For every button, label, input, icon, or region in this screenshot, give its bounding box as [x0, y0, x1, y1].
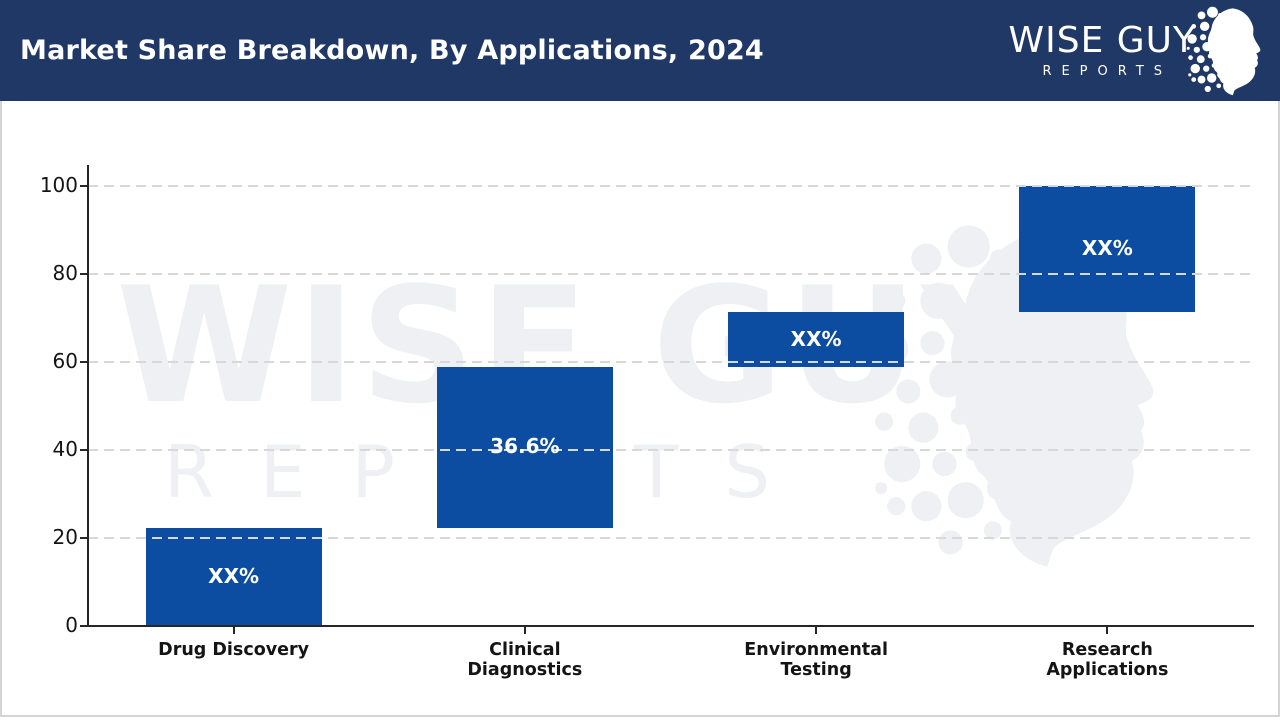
x-tick-3 [1106, 627, 1109, 634]
gridline-40 [88, 449, 1253, 451]
wiseguy-logo-text: WISE GUY REPORTS [1008, 19, 1197, 79]
y-tick-80 [80, 273, 87, 275]
y-axis-line [87, 165, 89, 627]
bar-value-label-2: XX% [790, 326, 842, 351]
x-tick-1 [523, 627, 526, 634]
gridline-80 [88, 273, 1253, 275]
gridline-100 [88, 185, 1253, 187]
report-header: Market Share Breakdown, By Applications,… [0, 0, 1280, 101]
wiseguy-logo: WISE GUY REPORTS [1009, 6, 1269, 96]
chart-frame [0, 101, 1280, 717]
bar-value-label-3: XX% [1081, 236, 1133, 261]
bar-value-label-0: XX% [208, 563, 260, 588]
logo-subtext: REPORTS [1042, 63, 1173, 79]
bar-3 [1019, 186, 1196, 313]
y-tick-label-40: 40 [52, 437, 78, 461]
x-category-label-3: Research Applications [1046, 640, 1169, 680]
x-tick-0 [232, 627, 235, 634]
x-category-label-0: Drug Discovery [158, 640, 310, 660]
bar-1 [436, 366, 613, 528]
gridline-60 [88, 361, 1253, 363]
bar-0 [145, 527, 322, 626]
x-category-label-2: Environmental Testing [744, 640, 888, 680]
bar-2 [728, 312, 905, 367]
y-tick-label-0: 0 [65, 613, 78, 637]
y-tick-label-100: 100 [39, 173, 78, 197]
chart-title: Market Share Breakdown, By Applications,… [20, 35, 764, 66]
y-tick-60 [80, 361, 87, 363]
y-tick-label-20: 20 [52, 525, 78, 549]
bar-value-label-1: 36.6% [490, 434, 560, 459]
y-tick-label-80: 80 [52, 261, 78, 285]
y-tick-label-60: 60 [52, 349, 78, 373]
y-tick-20 [80, 537, 87, 539]
x-category-label-1: Clinical Diagnostics [467, 640, 583, 680]
y-tick-100 [80, 185, 87, 187]
logo-wordmark: WISE GUY [1008, 19, 1196, 61]
x-axis-line [87, 625, 1254, 627]
y-tick-0 [80, 625, 87, 627]
y-tick-40 [80, 449, 87, 451]
gridline-20 [88, 537, 1253, 539]
x-tick-2 [815, 627, 818, 634]
